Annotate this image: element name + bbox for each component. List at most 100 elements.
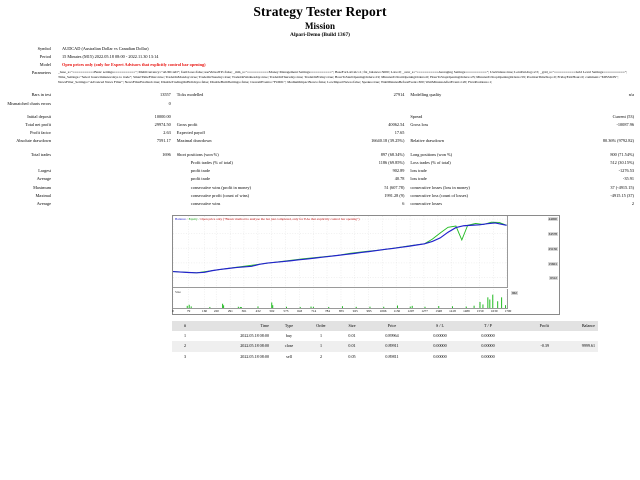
size-bar [190, 306, 192, 309]
stat-label-largest-profit-trade: profit trade [190, 168, 211, 174]
x-axis-tick-20: 1418 [449, 309, 456, 314]
meta-value-model: Open prices only (only for Expert Adviso… [62, 61, 206, 67]
size-bar [505, 305, 507, 309]
stat-label-maximal: Maximal [35, 192, 51, 198]
stat-label-largest: Largest [38, 168, 51, 174]
stat-label-rel-drawdown: Relative drawdown [410, 138, 444, 144]
stat-value-largest-profit-trade: 902.89 [392, 168, 405, 174]
stat-label-max-consecutive-wins: consecutive wins (profit in money) [190, 184, 251, 190]
x-axis-tick-7: 502 [269, 309, 275, 314]
table-row[interactable]: 3 2022.05.18 08:00 sell 2 0.05 0.89811 0.00000… [172, 351, 598, 362]
size-bar [383, 306, 385, 309]
cell-type: sell [286, 353, 292, 359]
col-header-profit[interactable]: Profit [512, 321, 552, 332]
col-header-number[interactable]: # [172, 321, 198, 332]
stat-label-average: Average [36, 176, 51, 182]
cell-type: close [284, 343, 294, 349]
x-axis-tick-22: 1559 [476, 309, 484, 314]
col-header-type[interactable]: Type [272, 321, 306, 332]
broker-build: Alpari-Demo (Build 1367) [290, 31, 350, 38]
x-axis-tick-11: 784 [325, 309, 330, 314]
meta-label-parameters: Parameters [31, 70, 51, 76]
chart-grid-vertical [173, 216, 507, 288]
y-axis-tick-4: 6312 [549, 276, 558, 281]
stat-value-profit-factor: 2.63 [163, 130, 171, 136]
meta-label-period: Period [39, 53, 51, 59]
cell-price: 0.89911 [385, 343, 399, 349]
meta-row-symbol: Symbol AUDCAD (Australian Dollar vs Cana… [0, 45, 640, 53]
chart-plot-area [173, 216, 508, 289]
stat-label-average-profit-trade: profit trade [190, 176, 211, 182]
report-meta-table: Symbol AUDCAD (Australian Dollar vs Cana… [0, 45, 640, 209]
cell-type: buy [285, 333, 293, 339]
cell-n: 1 [183, 333, 187, 339]
stat-label-mismatched: Mismatched charts errors [7, 100, 51, 106]
x-axis-tick-12: 855 [339, 309, 344, 314]
cell-balance [552, 352, 598, 362]
stat-label-loss-trades: Loss trades (% of total) [410, 159, 451, 165]
stat-row-largest: Largest profit trade 902.89 loss trade -… [0, 167, 640, 175]
cell-price: 0.89811 [385, 353, 399, 359]
table-row[interactable]: 2 2022.05.18 08:00 close 1 0.01 0.89911 0.0000… [172, 341, 598, 352]
size-bar [188, 305, 190, 309]
size-bar [222, 303, 224, 309]
stat-value-profit-trades: 1186 (69.85%) [378, 159, 405, 165]
stat-label-maximum: Maximum [33, 184, 51, 190]
x-axis-tick-21: 1489 [463, 309, 470, 314]
cell-sl: 0.00000 [433, 353, 447, 359]
size-bar [492, 294, 494, 309]
col-header-sl[interactable]: S / L [416, 321, 464, 332]
report-header: Strategy Tester Report Mission Alpari-De… [0, 0, 640, 38]
x-axis-tick-6: 432 [255, 309, 261, 314]
meta-value-period: 15 Minutes (M15) 2022.05.18 08:00 - 2022… [62, 53, 159, 59]
cell-sl: 0.00000 [433, 343, 447, 349]
stat-row-maximal-consecutive: Maximal consecutive profit (count of win… [0, 192, 640, 200]
stat-value-gross-profit: 40062.54 [388, 122, 405, 128]
stat-row-netprofit: Total net profit 29974.50 Gross profit 4… [0, 121, 640, 129]
stat-value-expected-payoff: 17.65 [394, 130, 405, 136]
balance-equity-chart: Balance / Equity / Open price only ("Bas… [172, 215, 560, 316]
size-bar [239, 307, 241, 309]
x-axis-tick-17: 1207 [407, 309, 415, 314]
balance-line [173, 222, 507, 274]
stat-value-gross-loss: -10087.96 [616, 122, 634, 128]
size-bar [299, 307, 301, 309]
size-bar [237, 306, 239, 309]
size-subplot-label: Size [175, 290, 181, 295]
stat-row-deposit: Initial deposit 10000.00 Spread Current … [0, 113, 640, 121]
x-axis-tick-14: 995 [366, 309, 372, 314]
stat-label-gross-profit: Gross profit [176, 122, 198, 128]
legend-equity-label: Equity [188, 217, 198, 222]
size-bars [186, 294, 507, 309]
cell-order: 2 [319, 353, 323, 359]
size-bar [479, 302, 481, 309]
col-header-time[interactable]: Time [198, 321, 272, 332]
table-row[interactable]: 1 2022.05.18 08:00 buy 1 0.01 0.89964 0.00000 0… [172, 331, 598, 342]
stat-value-total-trades: 1696 [162, 151, 171, 157]
cell-price: 0.89964 [385, 333, 399, 339]
x-axis-tick-5: 361 [241, 309, 247, 314]
size-bar [396, 305, 398, 309]
size-bar [257, 306, 259, 309]
col-header-size[interactable]: Size [336, 321, 368, 332]
x-axis-tick-2: 160 [202, 309, 207, 314]
stat-label-average2: Average [36, 200, 51, 206]
cell-size: 0.01 [348, 333, 356, 339]
cell-n: 3 [183, 353, 187, 359]
stat-value-abs-drawdown: 7591.17 [156, 138, 171, 144]
x-axis-tick-18: 1277 [421, 309, 428, 314]
col-header-balance[interactable]: Balance [552, 321, 598, 332]
stat-label-maximal-consecutive-loss: consecutive loss (count of losses) [410, 192, 468, 198]
cell-time: 2022.05.18 08:00 [240, 353, 269, 359]
col-header-tp[interactable]: T / P [464, 321, 512, 332]
cell-profit: -0.39 [540, 343, 549, 349]
x-axis-tick-24: 1700 [504, 309, 512, 314]
col-header-price[interactable]: Price [368, 321, 416, 332]
stat-value-average-loss-trade: -35.91 [622, 176, 634, 182]
col-header-order[interactable]: Order [306, 321, 336, 332]
cell-profit [512, 352, 552, 362]
stat-label-ticks: Ticks modelled [176, 92, 204, 98]
stat-value-ticks: 27914 [393, 92, 405, 98]
meta-label-symbol: Symbol [37, 45, 51, 51]
